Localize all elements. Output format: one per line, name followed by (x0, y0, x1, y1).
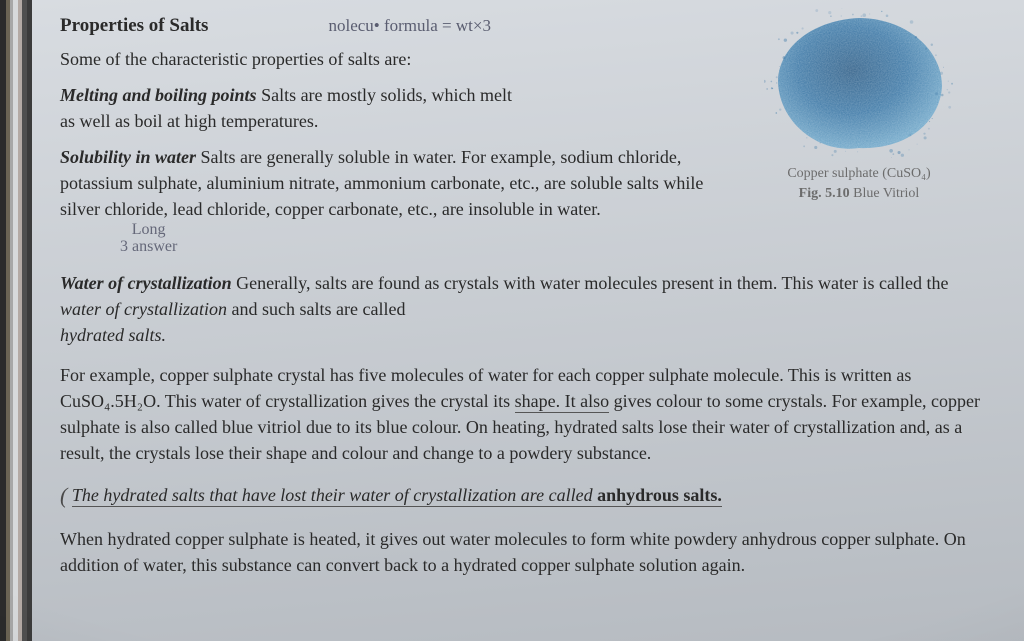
figure-block: Copper sulphate (CuSO₄) Fig. 5.10 Blue V… (744, 8, 974, 205)
figure-caption-name: Blue Vitriol (850, 186, 920, 201)
crystallization-text-b: water of crystallization (60, 299, 227, 319)
melting-text-1: Salts are mostly solids, which melt (257, 85, 512, 105)
title-row: Properties of Salts nolecu• formula = wt… (60, 8, 720, 40)
crystallization-text-d: hydrated salts. (60, 325, 166, 345)
figure-caption-sub: Fig. 5.10 Blue Vitriol (744, 184, 974, 204)
solubility-subhead: Solubility in water (60, 147, 196, 167)
crystallization-subhead: Water of crystallization (60, 273, 232, 293)
crystallization-paragraph: Water of crystallization Generally, salt… (60, 270, 984, 348)
final-paragraph: When hydrated copper sulphate is heated,… (60, 526, 984, 578)
handwritten-long-answer-note: Long 3 answer (120, 222, 177, 256)
anhydrous-definition-line: ( The hydrated salts that have lost thei… (60, 480, 984, 512)
example-text-b-underlined: shape. It also (515, 391, 609, 413)
crystallization-text-c: and such salts are called (227, 299, 405, 319)
melting-text-2: as well as boil at high temperatures. (60, 111, 318, 131)
figure-caption-main: Copper sulphate (CuSO₄) (744, 164, 974, 184)
open-bracket-icon: ( (60, 480, 67, 512)
crystallization-text-a: Generally, salts are found as crystals w… (232, 273, 949, 293)
crystallization-example-paragraph: For example, copper sulphate crystal has… (60, 362, 984, 466)
textbook-page: Copper sulphate (CuSO₄) Fig. 5.10 Blue V… (0, 0, 1024, 641)
hand-note-line2: 3 answer (120, 238, 177, 255)
anhydrous-text-a: The hydrated salts that have lost their … (72, 485, 597, 507)
crystal-svg (764, 8, 954, 158)
figure-number: Fig. 5.10 (799, 186, 850, 201)
book-spine (0, 0, 32, 641)
hand-note-line1: Long (132, 221, 166, 238)
anhydrous-text-b: anhydrous salts. (597, 485, 722, 507)
page-content: Copper sulphate (CuSO₄) Fig. 5.10 Blue V… (60, 8, 984, 578)
handwritten-formula-note: nolecu• formula = wt×3 (328, 14, 491, 39)
melting-subhead: Melting and boiling points (60, 85, 257, 105)
section-heading: Properties of Salts (60, 12, 208, 40)
copper-sulphate-image (764, 8, 954, 158)
